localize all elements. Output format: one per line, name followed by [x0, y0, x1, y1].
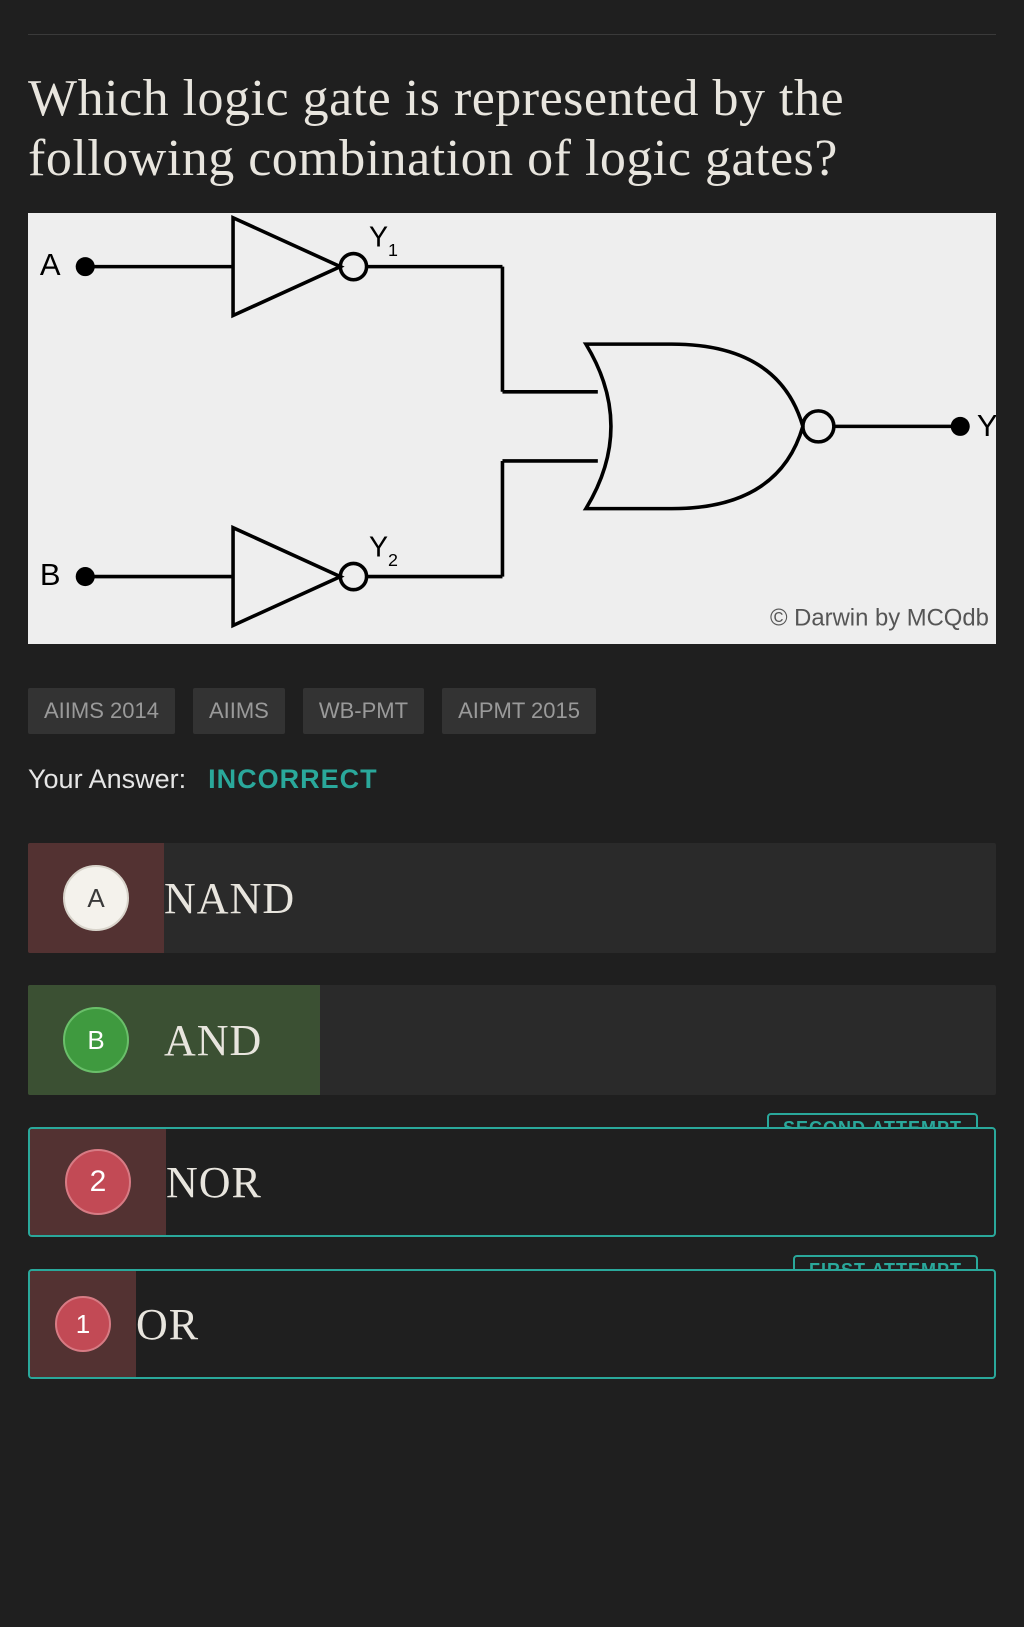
tag[interactable]: AIIMS 2014 — [28, 688, 175, 734]
tag[interactable]: AIIMS — [193, 688, 285, 734]
diagram-label-y: Y — [977, 408, 996, 443]
option-b[interactable]: B AND — [28, 985, 996, 1095]
tag-row: AIIMS 2014 AIIMS WB-PMT AIPMT 2015 — [28, 688, 996, 734]
option-text: NOR — [166, 1157, 262, 1208]
option-a[interactable]: A NAND — [28, 843, 996, 953]
option-text: OR — [136, 1299, 199, 1350]
option-c[interactable]: 2 NOR — [28, 1127, 996, 1237]
answer-status-row: Your Answer: INCORRECT — [28, 764, 996, 795]
option-badge: 2 — [65, 1149, 131, 1215]
diagram-label-b: B — [40, 557, 61, 592]
tag[interactable]: WB-PMT — [303, 688, 424, 734]
your-answer-status: INCORRECT — [208, 764, 378, 795]
option-badge: B — [63, 1007, 129, 1073]
diagram-label-a: A — [40, 247, 61, 282]
option-badge: 1 — [55, 1296, 111, 1352]
diagram-watermark: © Darwin by MCQdb — [770, 604, 989, 631]
diagram-label-y2: Y — [369, 531, 388, 563]
diagram-label-y1: Y — [369, 221, 388, 253]
your-answer-label: Your Answer: — [28, 764, 186, 795]
options-list: A NAND B AND SECOND ATTEMPT 2 NOR — [28, 843, 996, 1379]
tag[interactable]: AIPMT 2015 — [442, 688, 596, 734]
option-text: NAND — [164, 873, 295, 924]
option-d[interactable]: 1 OR — [28, 1269, 996, 1379]
svg-text:1: 1 — [388, 240, 398, 260]
option-text: AND — [164, 1015, 262, 1066]
option-badge: A — [63, 865, 129, 931]
svg-text:2: 2 — [388, 549, 398, 569]
question-title: Which logic gate is represented by the f… — [28, 69, 996, 189]
top-divider — [28, 34, 996, 35]
circuit-diagram: A Y 1 B Y 2 — [28, 213, 996, 645]
